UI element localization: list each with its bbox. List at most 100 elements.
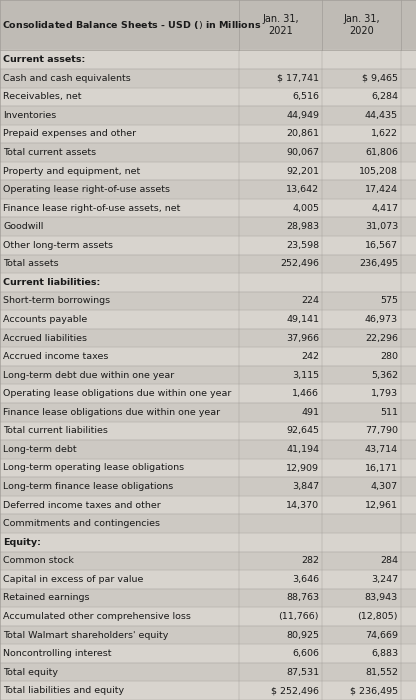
Text: 575: 575 (380, 297, 398, 305)
Text: 3,847: 3,847 (292, 482, 319, 491)
Bar (0, 292, 416, 310)
Text: Jan. 31,
2020: Jan. 31, 2020 (344, 15, 380, 36)
Text: $ 236,495: $ 236,495 (350, 686, 398, 695)
Text: 491: 491 (301, 408, 319, 416)
Text: 282: 282 (301, 556, 319, 566)
Text: Accumulated other comprehensive loss: Accumulated other comprehensive loss (3, 612, 191, 621)
Text: 81,552: 81,552 (365, 668, 398, 677)
Text: 74,669: 74,669 (365, 631, 398, 640)
Text: Long-term operating lease obligations: Long-term operating lease obligations (3, 463, 184, 473)
Text: Finance lease right-of-use assets, net: Finance lease right-of-use assets, net (3, 204, 181, 213)
Bar (0, 273, 416, 292)
Text: 252,496: 252,496 (280, 259, 319, 268)
Bar (0, 310, 416, 329)
Text: $ 17,741: $ 17,741 (277, 74, 319, 83)
Text: Total equity: Total equity (3, 668, 58, 677)
Text: $ 9,465: $ 9,465 (362, 74, 398, 83)
Text: 105,208: 105,208 (359, 167, 398, 176)
Text: Current assets:: Current assets: (3, 55, 86, 64)
Text: 1,793: 1,793 (371, 389, 398, 398)
Bar (0, 384, 416, 403)
Text: Equity:: Equity: (3, 538, 41, 547)
Text: Total Walmart shareholders' equity: Total Walmart shareholders' equity (3, 631, 169, 640)
Text: Other long-term assets: Other long-term assets (3, 241, 113, 250)
Text: Commitments and contingencies: Commitments and contingencies (3, 519, 160, 528)
Text: Inventories: Inventories (3, 111, 57, 120)
Text: 5,362: 5,362 (371, 371, 398, 379)
Text: 41,194: 41,194 (286, 445, 319, 454)
Bar (0, 626, 416, 644)
Text: 3,115: 3,115 (292, 371, 319, 379)
Text: Cash and cash equivalents: Cash and cash equivalents (3, 74, 131, 83)
Text: Accounts payable: Accounts payable (3, 315, 88, 324)
Text: 80,925: 80,925 (286, 631, 319, 640)
Text: Accrued income taxes: Accrued income taxes (3, 352, 109, 361)
Text: 61,806: 61,806 (365, 148, 398, 157)
Text: 6,284: 6,284 (371, 92, 398, 102)
Bar (0, 458, 416, 477)
Text: Receivables, net: Receivables, net (3, 92, 82, 102)
Text: 12,961: 12,961 (365, 500, 398, 510)
Text: Long-term debt due within one year: Long-term debt due within one year (3, 371, 175, 379)
Bar (0, 50, 416, 69)
Text: Long-term debt: Long-term debt (3, 445, 77, 454)
Text: Total liabilities and equity: Total liabilities and equity (3, 686, 124, 695)
Text: 43,714: 43,714 (365, 445, 398, 454)
Text: Goodwill: Goodwill (3, 222, 44, 231)
Text: 4,005: 4,005 (292, 204, 319, 213)
Bar (0, 218, 416, 236)
Text: Accrued liabilities: Accrued liabilities (3, 334, 87, 342)
Bar (0, 181, 416, 199)
Text: 44,435: 44,435 (365, 111, 398, 120)
Text: 1,622: 1,622 (371, 130, 398, 139)
Text: 44,949: 44,949 (286, 111, 319, 120)
Text: 28,983: 28,983 (286, 222, 319, 231)
Text: Jan. 31,
2021: Jan. 31, 2021 (262, 15, 299, 36)
Bar (0, 329, 416, 347)
Text: Current liabilities:: Current liabilities: (3, 278, 101, 287)
Text: Long-term finance lease obligations: Long-term finance lease obligations (3, 482, 173, 491)
Text: Operating lease obligations due within one year: Operating lease obligations due within o… (3, 389, 232, 398)
Bar (0, 236, 416, 255)
Bar (0, 496, 416, 514)
Bar (0, 255, 416, 273)
Text: 511: 511 (380, 408, 398, 416)
Text: 14,370: 14,370 (286, 500, 319, 510)
Text: 92,645: 92,645 (286, 426, 319, 435)
Bar (0, 607, 416, 626)
Text: 31,073: 31,073 (365, 222, 398, 231)
Text: 37,966: 37,966 (286, 334, 319, 342)
Text: 280: 280 (380, 352, 398, 361)
Bar (0, 0, 416, 50)
Text: Property and equipment, net: Property and equipment, net (3, 167, 141, 176)
Text: 90,067: 90,067 (286, 148, 319, 157)
Text: 12,909: 12,909 (286, 463, 319, 473)
Text: 92,201: 92,201 (286, 167, 319, 176)
Text: Retained earnings: Retained earnings (3, 594, 90, 603)
Text: 13,642: 13,642 (286, 185, 319, 194)
Text: Prepaid expenses and other: Prepaid expenses and other (3, 130, 136, 139)
Bar (0, 514, 416, 533)
Bar (0, 162, 416, 181)
Text: 4,307: 4,307 (371, 482, 398, 491)
Text: 83,943: 83,943 (365, 594, 398, 603)
Text: 4,417: 4,417 (371, 204, 398, 213)
Bar (0, 440, 416, 458)
Text: Deferred income taxes and other: Deferred income taxes and other (3, 500, 161, 510)
Text: Total current liabilities: Total current liabilities (3, 426, 108, 435)
Text: 87,531: 87,531 (286, 668, 319, 677)
Bar (0, 589, 416, 607)
Bar (0, 106, 416, 125)
Bar (0, 347, 416, 366)
Bar (0, 366, 416, 384)
Text: 49,141: 49,141 (286, 315, 319, 324)
Text: 77,790: 77,790 (365, 426, 398, 435)
Text: 236,495: 236,495 (359, 259, 398, 268)
Text: 284: 284 (380, 556, 398, 566)
Bar (0, 644, 416, 663)
Text: 17,424: 17,424 (365, 185, 398, 194)
Text: Consolidated Balance Sheets - USD ($) $ in Millions: Consolidated Balance Sheets - USD ($) $ … (2, 19, 262, 32)
Text: 88,763: 88,763 (286, 594, 319, 603)
Text: 1,466: 1,466 (292, 389, 319, 398)
Bar (0, 421, 416, 440)
